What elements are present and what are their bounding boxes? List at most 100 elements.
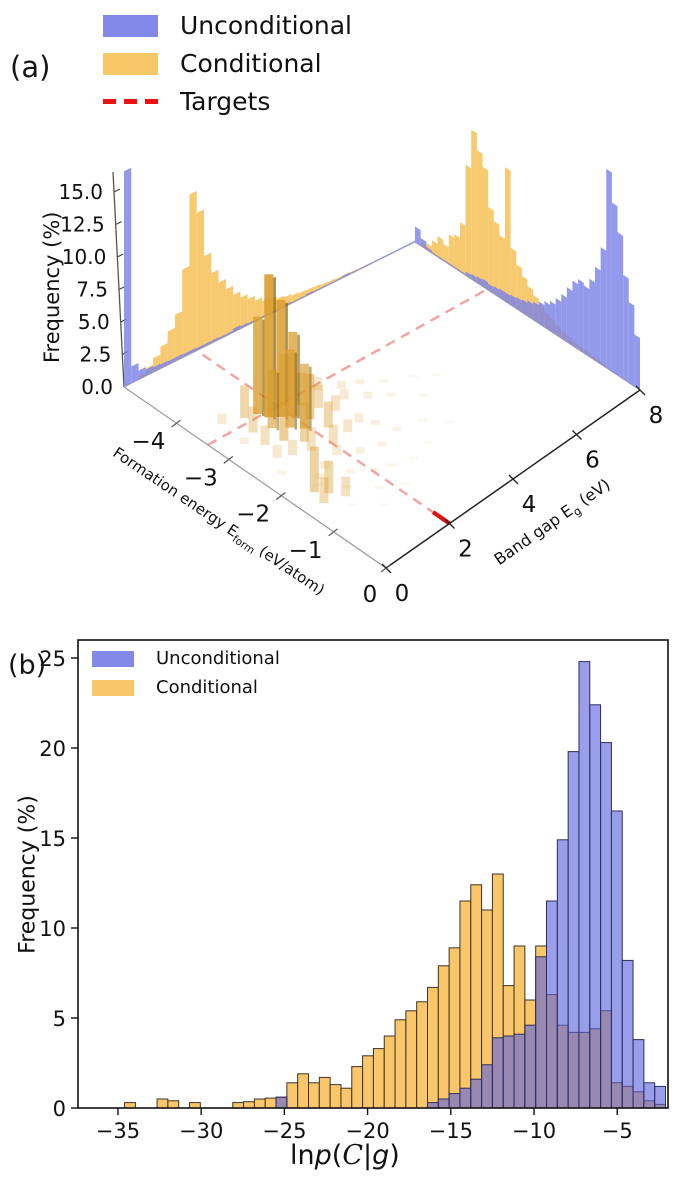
formation-marginal-bar-unconditional: [460, 270, 466, 276]
bandgap-marginal-bar-unconditional: [327, 280, 335, 286]
bandgap-marginal-bar-unconditional: [371, 258, 379, 264]
histogram-bar-conditional: [124, 1102, 136, 1108]
legend-item-conditional: Conditional: [103, 50, 352, 77]
histogram-bar-conditional: [383, 1035, 396, 1108]
legend-label: Targets: [180, 87, 271, 116]
floor-bar: [343, 419, 353, 433]
formation-marginal-bar-unconditional: [505, 292, 511, 305]
floor-bar: [379, 503, 389, 506]
histogram-bar-conditional: [232, 1102, 245, 1108]
histogram-bar-unconditional: [654, 1085, 667, 1108]
floor-bar: [315, 473, 325, 479]
formation-marginal-bar-unconditional: [426, 246, 432, 254]
target-line-formation-energy: [207, 288, 488, 446]
histogram-bar-unconditional: [535, 956, 548, 1108]
legend-item-unconditional: Unconditional: [92, 647, 280, 669]
bandgap-marginal-bar-conditional: [196, 209, 205, 351]
floor-bar: [417, 419, 427, 422]
y-tick-label: 5: [53, 1007, 66, 1031]
floor-bar: [348, 503, 358, 506]
bandgap-marginal-bar-conditional: [254, 297, 263, 322]
z-tick-label: 2.5: [80, 343, 112, 367]
histogram-bar-conditional: [308, 1082, 320, 1108]
formation-axis-line: [123, 386, 387, 569]
floor-bar: [418, 393, 428, 397]
xlabel-p: p: [314, 1140, 332, 1171]
formation-marginal-bar-unconditional: [482, 278, 489, 291]
legend-label: Conditional: [156, 676, 258, 698]
floor-bar: [374, 485, 384, 489]
bandgap-marginal-bar-conditional: [189, 190, 197, 355]
formation-tick: [380, 564, 391, 573]
floor-bar-side: [276, 372, 280, 431]
formation-marginal-bar-unconditional: [550, 300, 556, 335]
floor-bar: [355, 379, 365, 385]
histogram-bar-unconditional: [589, 704, 602, 1108]
legend-item-unconditional: Unconditional: [103, 12, 352, 39]
histogram-bar-unconditional: [524, 1024, 537, 1108]
histogram-bar-unconditional: [481, 1064, 493, 1108]
xlabel-open-paren: (: [331, 1140, 343, 1171]
floor-bar: [309, 446, 319, 493]
histogram-bar-conditional: [297, 1073, 310, 1108]
histogram-bar-conditional: [318, 1076, 331, 1108]
formation-marginal-bar-unconditional: [437, 255, 444, 261]
bandgap-marginal-bar-unconditional: [385, 251, 394, 257]
panel-b-x-axis-title: lnp(C|g): [290, 1140, 400, 1171]
floor-bar: [323, 401, 333, 428]
formation-marginal-bar-unconditional: [623, 274, 629, 383]
formation-marginal-bar-unconditional: [465, 271, 472, 279]
floor-bar: [400, 482, 410, 485]
x-tick-label: −20: [345, 1119, 389, 1143]
formation-marginal-bar-unconditional: [595, 266, 601, 365]
z-tick: [117, 253, 124, 258]
y-tick-label: 15: [39, 827, 66, 851]
formation-tick-label: −3: [184, 465, 218, 491]
floor-bar: [445, 421, 455, 424]
legend-label: Conditional: [180, 49, 322, 78]
floor-bar: [306, 427, 316, 451]
bandgap-marginal-bar-unconditional: [204, 340, 212, 348]
floor-bar: [312, 376, 322, 390]
bandgap-marginal-bar-unconditional: [400, 244, 408, 250]
panel-a-chart: 0.0 2.5 5.0 7.5 10.0 12.5 15.0 0 −1 −2 −3 −4 0 2 4 6 8: [58, 129, 663, 608]
bandgap-tick: [635, 385, 646, 396]
floor-bar: [377, 441, 387, 447]
floor-bar: [240, 385, 250, 419]
bandgap-marginal-bar-conditional: [167, 327, 175, 366]
histogram-bar-unconditional: [567, 751, 580, 1108]
unconditional-swatch: [92, 650, 134, 667]
legend-item-targets: Targets: [103, 88, 352, 115]
x-tick-label: −15: [429, 1119, 473, 1143]
legend-label: Unconditional: [156, 647, 280, 669]
histogram-bar-conditional: [243, 1101, 255, 1108]
formation-marginal-bar-conditional: [499, 235, 505, 302]
histogram-bar-unconditional: [643, 1082, 656, 1108]
floor-bar: [432, 373, 442, 376]
formation-marginal-bar-unconditional: [521, 299, 528, 316]
histogram-bar-unconditional: [448, 1093, 461, 1108]
floor-bar: [409, 375, 419, 378]
z-tick: [113, 188, 121, 193]
floor-bar: [260, 425, 270, 446]
panel-b-chart: −35 −30 −25 −20 −15 −10 −5 0 5 10 15 20 25: [39, 639, 669, 1143]
histogram-bar-unconditional: [427, 1102, 439, 1108]
histogram-bar-conditional: [394, 1019, 407, 1108]
histogram-bar-unconditional: [470, 1078, 483, 1108]
formation-marginal-bar-unconditional: [589, 278, 595, 361]
floor-bar: [319, 477, 329, 504]
panel-b-label: (b): [8, 650, 47, 681]
formation-marginal-bar-conditional: [505, 167, 511, 305]
y-tick-label: 25: [39, 647, 66, 671]
floor-bar: [300, 363, 310, 429]
floor-bar-side: [273, 277, 276, 420]
histogram-bar-conditional: [156, 1098, 169, 1108]
xlabel-script-c: C: [342, 1140, 363, 1171]
bandgap-tick: [508, 474, 519, 485]
formation-marginal-bar-unconditional: [454, 266, 460, 272]
bandgap-marginal-bar-conditional: [225, 285, 234, 337]
formation-tick-label: 0: [363, 582, 378, 608]
bandgap-marginal-bar-conditional: [182, 265, 190, 358]
floor-bar-side: [262, 319, 265, 417]
